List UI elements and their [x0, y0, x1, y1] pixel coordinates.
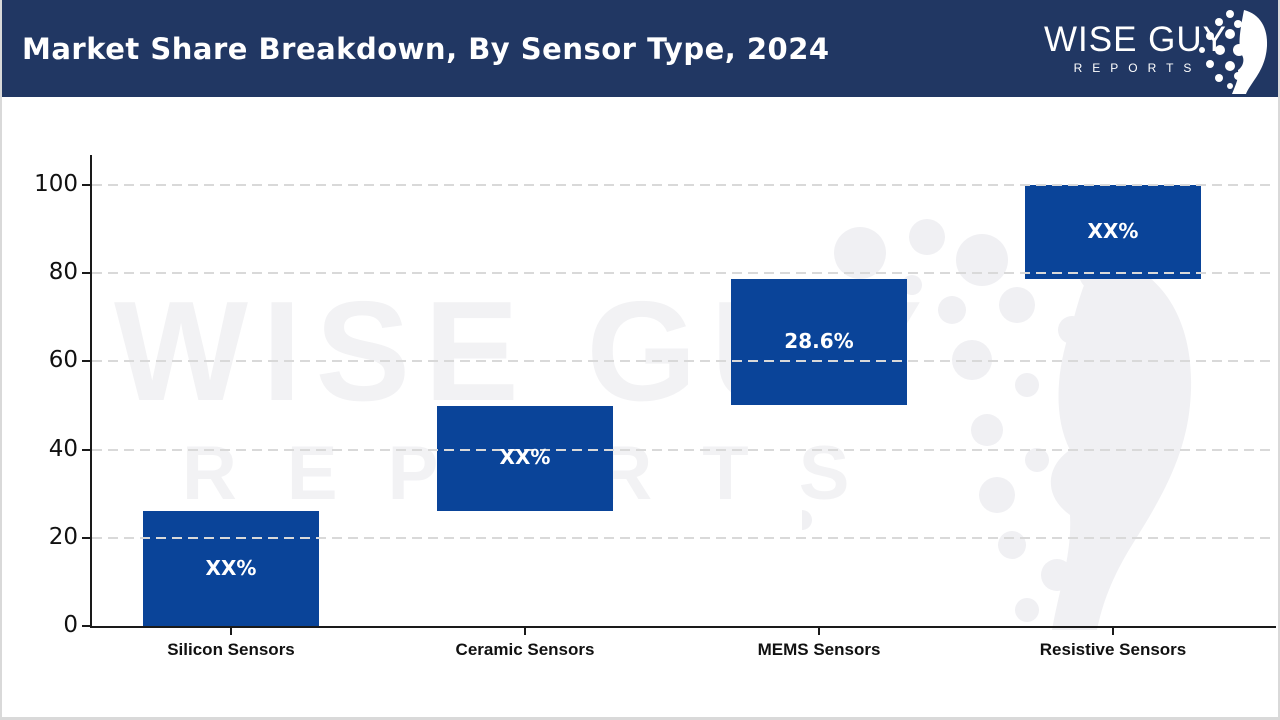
- x-tick-label-resistive-sensors: Resistive Sensors: [1039, 640, 1187, 659]
- y-tick-60: [82, 360, 90, 363]
- x-tick-silicon-sensors: [230, 628, 232, 635]
- y-tick-label-40: 40: [48, 435, 78, 462]
- x-tick-resistive-sensors: [1112, 628, 1114, 635]
- y-tick-label-20: 20: [48, 523, 78, 550]
- y-tick-40: [82, 448, 90, 451]
- bar-value-label-mems-sensors: 28.6%: [784, 329, 854, 354]
- x-tick-label-ceramic-sensors: Ceramic Sensors: [455, 640, 595, 659]
- header-banner: Market Share Breakdown, By Sensor Type, …: [2, 0, 1278, 97]
- bar-mems-sensors: [731, 279, 907, 406]
- bar-value-label-resistive-sensors: XX%: [1087, 219, 1139, 244]
- wiseguy-logo-text: WISE GUY REPORTS: [1044, 20, 1228, 76]
- y-tick-label-0: 0: [63, 612, 78, 638]
- x-tick-label-mems-sensors: MEMS Sensors: [757, 640, 881, 659]
- y-axis-line: [90, 155, 92, 627]
- bar-value-label-silicon-sensors: XX%: [205, 555, 257, 580]
- y-tick-label-80: 80: [48, 259, 78, 286]
- wiseguy-logo-primary: WISE GUY: [1044, 20, 1228, 59]
- gridline-40: [92, 448, 1276, 451]
- y-tick-label-60: 60: [48, 347, 78, 374]
- bar-value-label-ceramic-sensors: XX%: [499, 445, 551, 470]
- bar-silicon-sensors: [143, 511, 319, 626]
- y-tick-20: [82, 536, 90, 539]
- gridline-20: [92, 536, 1276, 539]
- wiseguy-logo-secondary: REPORTS: [1073, 61, 1202, 75]
- y-tick-0: [82, 625, 90, 627]
- wiseguy-logo: WISE GUY REPORTS: [1016, 6, 1268, 94]
- x-tick-ceramic-sensors: [524, 628, 526, 635]
- gridline-60: [92, 360, 1276, 363]
- gridline-80: [92, 272, 1276, 275]
- chart-title: Market Share Breakdown, By Sensor Type, …: [22, 31, 830, 66]
- bar-resistive-sensors: [1025, 185, 1201, 280]
- y-tick-80: [82, 272, 90, 275]
- x-tick-label-silicon-sensors: Silicon Sensors: [167, 640, 295, 659]
- y-tick-label-100: 100: [34, 171, 78, 197]
- wiseguy-logo-head-icon: [1199, 10, 1268, 94]
- x-tick-mems-sensors: [818, 628, 820, 635]
- x-axis-line: [90, 626, 1276, 628]
- gridline-100: [92, 184, 1276, 186]
- bar-ceramic-sensors: [437, 405, 613, 512]
- y-tick-100: [82, 184, 90, 186]
